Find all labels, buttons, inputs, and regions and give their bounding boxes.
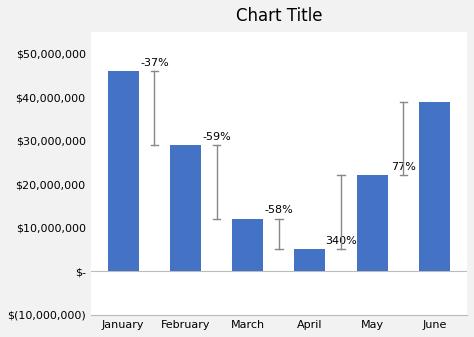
Bar bbox=[356, 176, 388, 271]
Bar bbox=[170, 145, 201, 271]
Bar bbox=[294, 249, 326, 271]
Title: Chart Title: Chart Title bbox=[236, 7, 322, 25]
Text: -37%: -37% bbox=[140, 58, 169, 68]
Text: -59%: -59% bbox=[202, 131, 231, 142]
Bar bbox=[108, 71, 139, 271]
Text: 340%: 340% bbox=[325, 236, 357, 246]
Bar bbox=[232, 219, 263, 271]
Text: 77%: 77% bbox=[391, 162, 416, 172]
Bar bbox=[419, 101, 450, 271]
Text: -58%: -58% bbox=[264, 206, 293, 215]
